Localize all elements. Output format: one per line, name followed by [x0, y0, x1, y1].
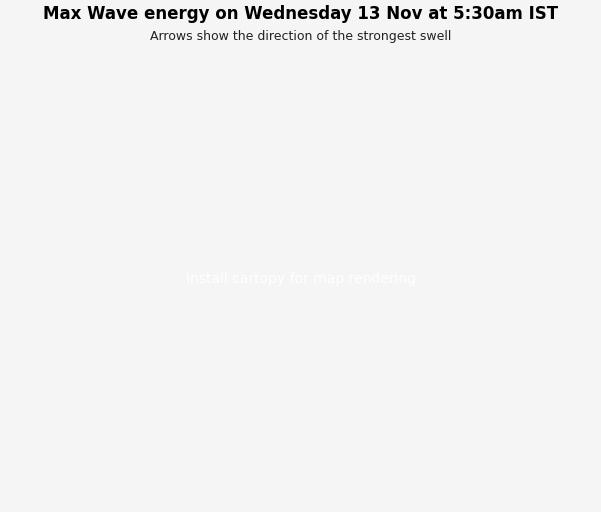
Text: Max Wave energy on Wednesday 13 Nov at 5:30am IST: Max Wave energy on Wednesday 13 Nov at 5…: [43, 5, 558, 23]
Text: Arrows show the direction of the strongest swell: Arrows show the direction of the stronge…: [150, 30, 451, 44]
Text: Install cartopy for map rendering: Install cartopy for map rendering: [186, 271, 415, 286]
